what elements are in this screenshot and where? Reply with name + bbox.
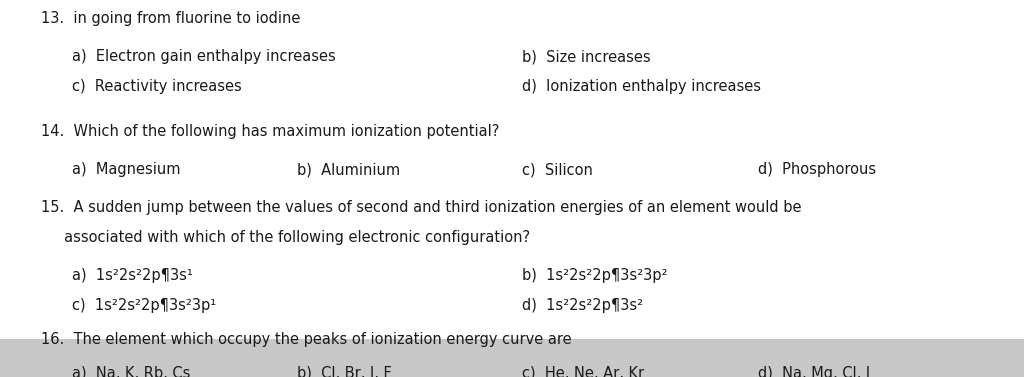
Text: d)  Ionization enthalpy increases: d) Ionization enthalpy increases bbox=[522, 79, 761, 94]
Text: c)  He, Ne, Ar, Kr: c) He, Ne, Ar, Kr bbox=[522, 366, 644, 377]
Text: c)  Silicon: c) Silicon bbox=[522, 162, 593, 177]
Text: b)  Aluminium: b) Aluminium bbox=[297, 162, 400, 177]
Text: d)  Na, Mg, Cl, I: d) Na, Mg, Cl, I bbox=[758, 366, 869, 377]
Text: a)  Magnesium: a) Magnesium bbox=[72, 162, 180, 177]
Text: a)  Electron gain enthalpy increases: a) Electron gain enthalpy increases bbox=[72, 49, 336, 64]
Text: 16.  The element which occupy the peaks of ionization energy curve are: 16. The element which occupy the peaks o… bbox=[41, 332, 571, 347]
Text: b)  Size increases: b) Size increases bbox=[522, 49, 651, 64]
Text: associated with which of the following electronic configuration?: associated with which of the following e… bbox=[41, 230, 530, 245]
Text: b)  1s²2s²2p¶3s²3p²: b) 1s²2s²2p¶3s²3p² bbox=[522, 268, 668, 283]
Text: a)  1s²2s²2p¶3s¹: a) 1s²2s²2p¶3s¹ bbox=[72, 268, 193, 283]
Text: c)  1s²2s²2p¶3s²3p¹: c) 1s²2s²2p¶3s²3p¹ bbox=[72, 298, 216, 313]
Text: c)  Reactivity increases: c) Reactivity increases bbox=[72, 79, 242, 94]
FancyBboxPatch shape bbox=[0, 339, 1024, 377]
Text: 13.  in going from fluorine to iodine: 13. in going from fluorine to iodine bbox=[41, 11, 300, 26]
Text: 15.  A sudden jump between the values of second and third ionization energies of: 15. A sudden jump between the values of … bbox=[41, 200, 802, 215]
Text: d)  Phosphorous: d) Phosphorous bbox=[758, 162, 876, 177]
Text: d)  1s²2s²2p¶3s²: d) 1s²2s²2p¶3s² bbox=[522, 298, 643, 313]
Text: a)  Na, K, Rb, Cs: a) Na, K, Rb, Cs bbox=[72, 366, 190, 377]
Text: 14.  Which of the following has maximum ionization potential?: 14. Which of the following has maximum i… bbox=[41, 124, 500, 139]
Text: b)  Cl, Br, I, F: b) Cl, Br, I, F bbox=[297, 366, 392, 377]
